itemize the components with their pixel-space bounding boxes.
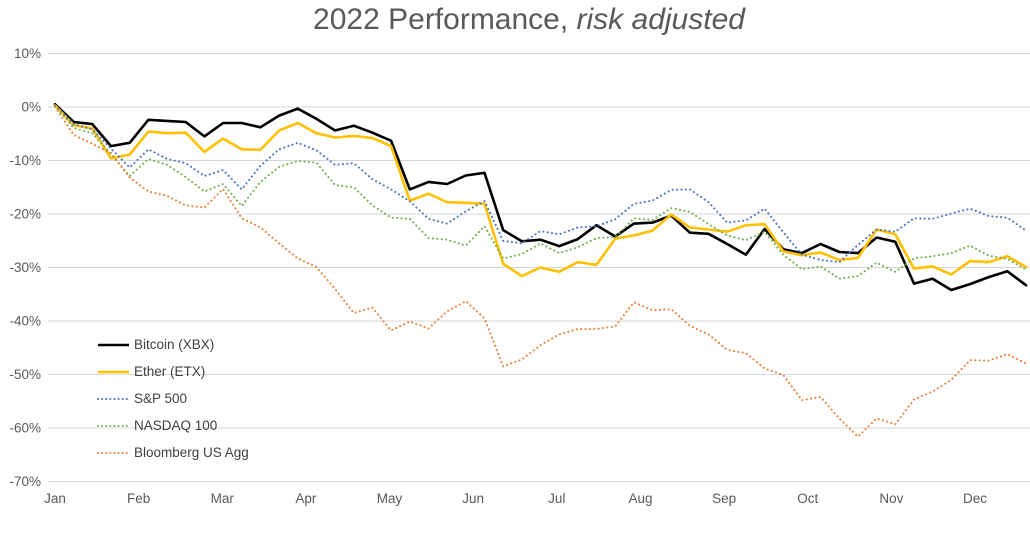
legend-label: Bloomberg US Agg [134, 445, 249, 460]
x-tick-label: Apr [295, 491, 317, 506]
chart-title-italic-text: risk adjusted [576, 3, 745, 36]
legend-label: Bitcoin (XBX) [134, 337, 215, 352]
y-tick-label: -70% [9, 474, 41, 489]
legend-item: Bitcoin (XBX) [97, 331, 249, 358]
y-tick-label: -30% [9, 260, 41, 275]
legend: Bitcoin (XBX) Ether (ETX) S&P 500 NASDAQ 10… [97, 331, 249, 466]
y-tick-label: -60% [9, 421, 41, 436]
chart-title: 2022 Performance, risk adjusted [0, 0, 1030, 42]
x-tick-label: Aug [628, 491, 652, 506]
y-tick-label: -50% [9, 367, 41, 382]
series-line-nasdaq-100 [54, 104, 1027, 280]
legend-swatch-solid-line [98, 343, 129, 346]
legend-item: S&P 500 [97, 385, 249, 412]
legend-item: Ether (ETX) [97, 358, 249, 385]
legend-item: NASDAQ 100 [97, 412, 249, 439]
y-tick-label: -40% [9, 314, 41, 329]
y-tick-label: -10% [9, 153, 41, 168]
y-tick-label: 0% [21, 100, 41, 115]
x-tick-label: Feb [127, 491, 150, 506]
y-tick-label: -20% [9, 207, 41, 222]
x-tick-label: Dec [963, 491, 987, 506]
legend-swatch-dotted-line [97, 424, 130, 427]
x-tick-label: Mar [211, 491, 235, 506]
legend-swatch-dotted-line [97, 397, 130, 400]
legend-item: Bloomberg US Agg [97, 439, 249, 466]
y-tick-label: 10% [14, 46, 41, 61]
legend-swatch-solid-line [98, 370, 129, 373]
x-tick-label: Sep [712, 491, 736, 506]
series-line-bitcoin-xbx [53, 103, 1028, 292]
legend-label: S&P 500 [134, 391, 188, 406]
legend-label: NASDAQ 100 [134, 418, 218, 433]
x-tick-label: Nov [879, 491, 903, 506]
x-tick-label: Jan [44, 491, 66, 506]
chart-title-text: 2022 Performance, [313, 3, 577, 36]
x-tick-label: Jun [462, 491, 484, 506]
series-line-bloomberg-us-agg [54, 106, 1027, 438]
x-tick-label: May [377, 491, 403, 506]
series-line-ether-etx [53, 104, 1028, 278]
legend-label: Ether (ETX) [134, 364, 206, 379]
legend-swatch-dotted-line [97, 451, 130, 454]
x-tick-label: Oct [797, 491, 818, 506]
x-tick-label: Jul [548, 491, 565, 506]
